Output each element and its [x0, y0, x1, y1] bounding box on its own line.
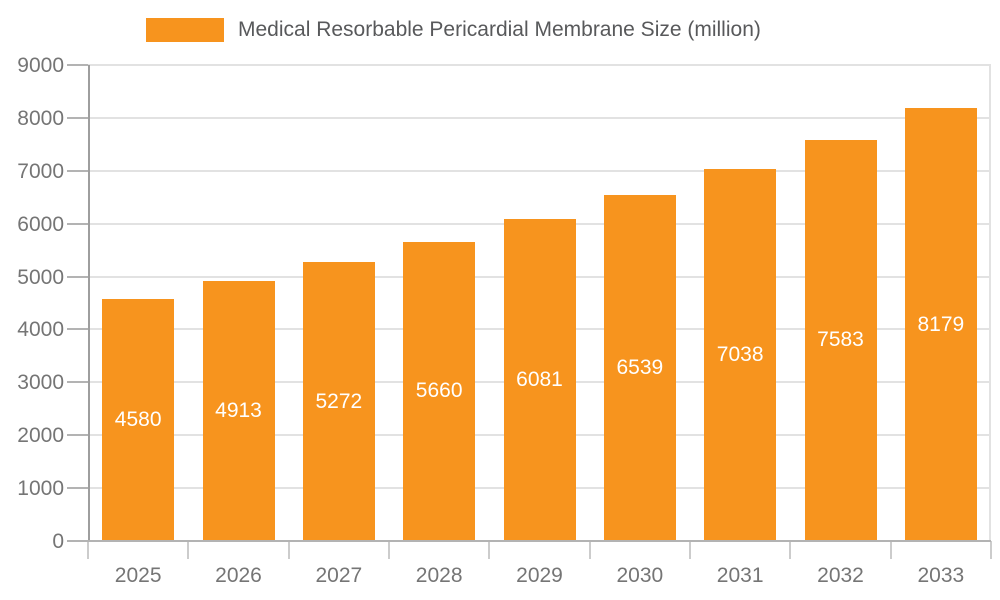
- y-axis-tick: [67, 487, 88, 490]
- bar-value-label: 7583: [817, 328, 864, 352]
- x-tick-label: 2026: [215, 564, 262, 587]
- bar: [704, 168, 777, 541]
- legend-swatch: [146, 18, 224, 42]
- x-axis-tick: [287, 541, 290, 559]
- bar: [202, 281, 275, 541]
- y-tick-label: 2000: [17, 424, 64, 448]
- bar-value-label: 4580: [114, 407, 162, 431]
- x-axis-tick: [789, 541, 792, 559]
- x-tick-label: 2029: [516, 564, 563, 587]
- y-tick-label: 1000: [17, 477, 64, 501]
- x-tick-label: 2028: [415, 564, 463, 587]
- bar-value-label: 6081: [516, 368, 563, 392]
- x-axis-tick: [388, 541, 390, 559]
- x-axis-tick: [187, 541, 190, 559]
- bar-value-label: 5660: [415, 379, 463, 403]
- x-tick-label: 2033: [917, 564, 965, 587]
- bar: [403, 241, 476, 541]
- x-tick-label: 2027: [315, 564, 363, 587]
- x-tick-label: 2030: [616, 564, 664, 587]
- y-axis-line: [88, 65, 90, 541]
- gridline: [88, 116, 991, 119]
- y-axis-tick: [67, 222, 88, 225]
- x-tick-label: 2025: [114, 564, 162, 587]
- y-tick-label: 9000: [17, 54, 64, 77]
- bar: [503, 219, 576, 541]
- x-axis-tick: [689, 541, 691, 559]
- x-tick-label: 2032: [817, 564, 864, 587]
- y-axis-tick: [67, 381, 88, 384]
- y-axis-tick: [67, 275, 88, 278]
- y-axis-tick: [67, 169, 88, 172]
- bar: [302, 262, 375, 541]
- bar-value-label: 6539: [616, 356, 664, 380]
- y-tick-label: 8000: [17, 106, 64, 130]
- bar-value-label: 7038: [716, 342, 764, 366]
- y-axis-tick: [67, 116, 88, 119]
- bar-value-label: 4913: [215, 399, 262, 423]
- bar-value-label: 8179: [917, 312, 965, 336]
- bar: [102, 298, 175, 541]
- y-axis-tick: [67, 64, 88, 66]
- bar-value-label: 5272: [315, 389, 363, 413]
- x-axis-tick: [990, 541, 992, 559]
- y-axis-tick: [67, 434, 88, 437]
- y-tick-label: 3000: [17, 371, 64, 395]
- x-axis-tick: [889, 541, 892, 559]
- y-tick-label: 5000: [17, 265, 64, 289]
- x-axis-tick: [488, 541, 491, 559]
- legend[interactable]: Medical Resorbable Pericardial Membrane …: [146, 18, 761, 42]
- x-tick-label: 2031: [716, 564, 764, 587]
- x-axis-line: [67, 540, 991, 542]
- legend-label: Medical Resorbable Pericardial Membrane …: [238, 18, 761, 41]
- gridline: [88, 169, 991, 172]
- y-tick-label: 6000: [17, 212, 64, 236]
- y-tick-label: 7000: [17, 159, 64, 183]
- gridline: [88, 64, 991, 66]
- bar: [603, 195, 676, 541]
- bar: [904, 108, 977, 541]
- bar: [804, 139, 877, 541]
- y-tick-label: 4000: [17, 318, 64, 342]
- y-axis-tick: [67, 328, 88, 331]
- x-axis-tick: [588, 541, 591, 559]
- y-tick-label: 0: [52, 530, 64, 553]
- plot-right-border: [989, 65, 991, 541]
- x-axis-tick: [87, 541, 89, 559]
